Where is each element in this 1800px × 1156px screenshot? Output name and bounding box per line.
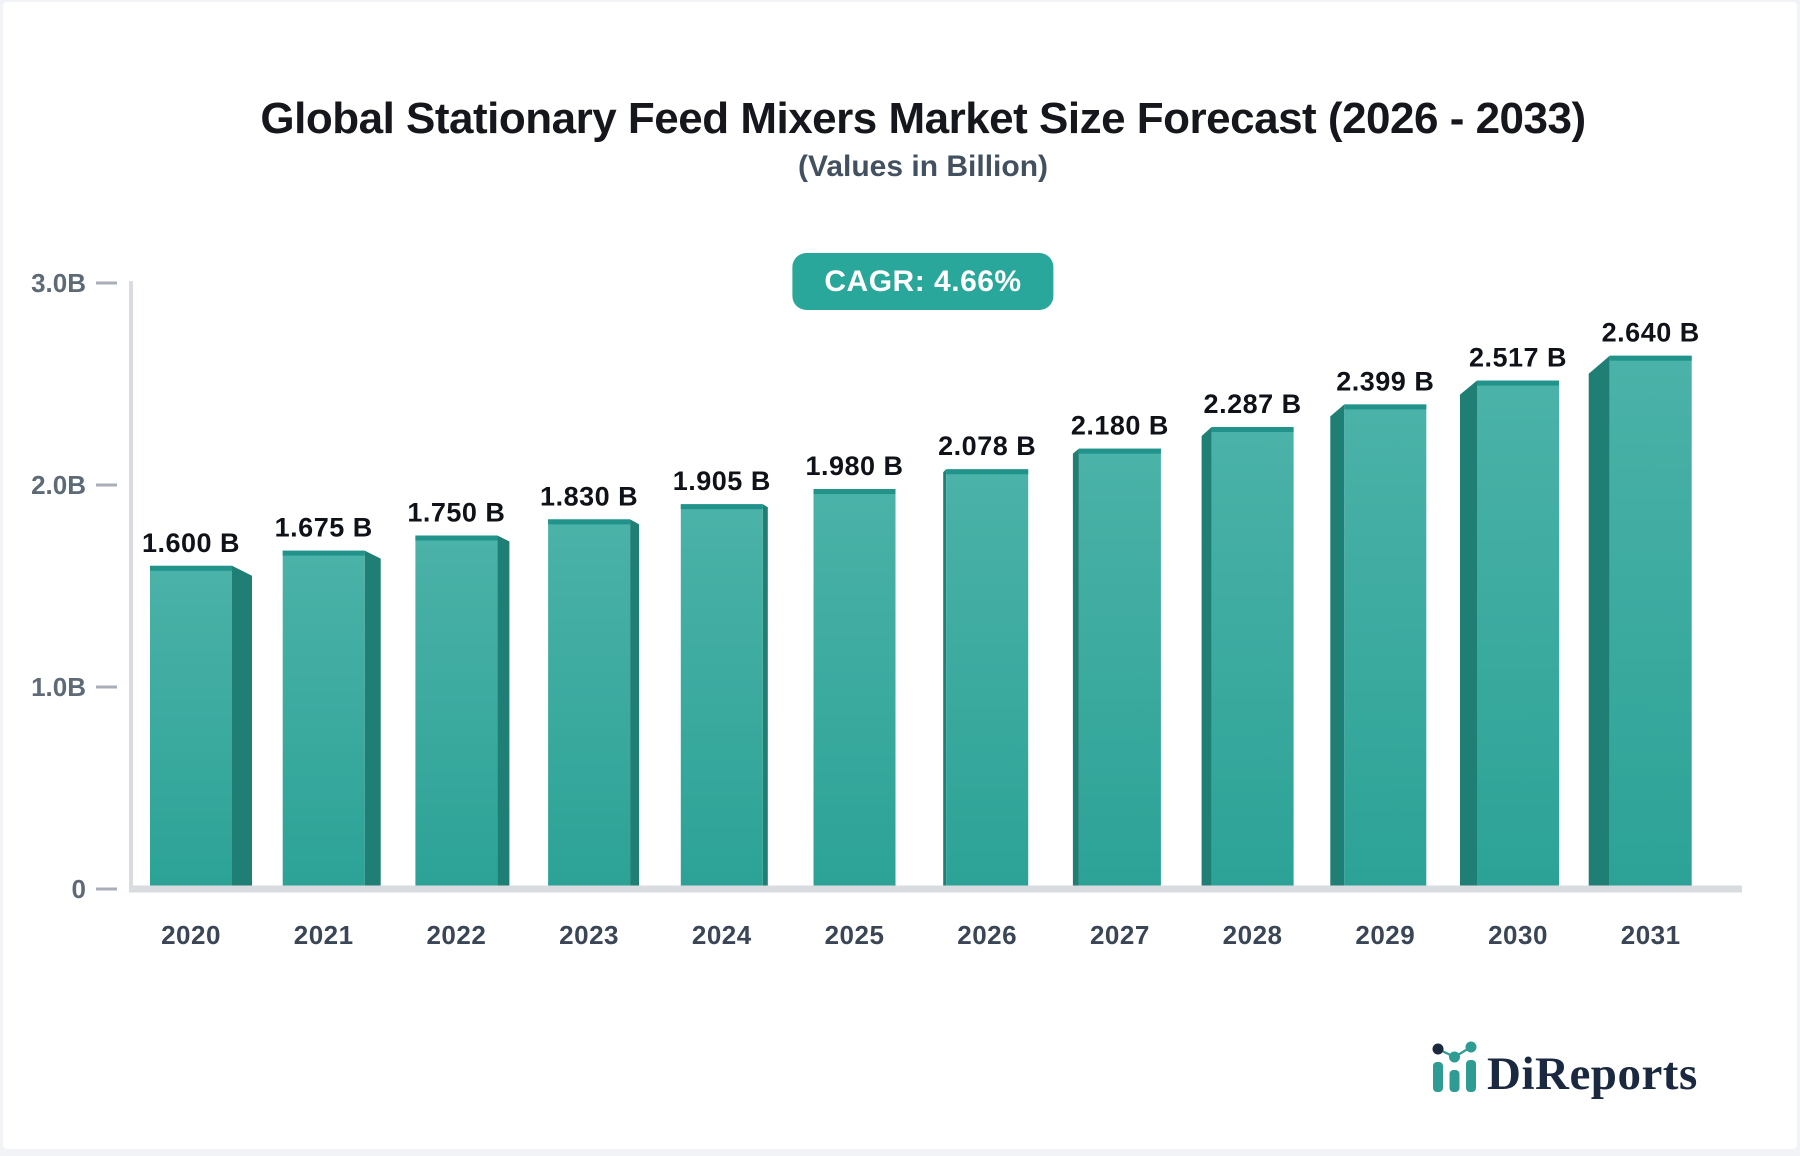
y-tick-label: 1.0B [31, 672, 86, 702]
bar-face [1477, 380, 1559, 889]
bar-2021: 1.675 B 2021 [275, 513, 381, 950]
x-axis-label: 2020 [161, 920, 221, 950]
bar-2020: 1.600 B 2020 [142, 528, 252, 950]
bar-face [1078, 448, 1161, 889]
bar-2023: 1.830 B 2023 [540, 481, 640, 950]
bar-2022: 1.750 B 2022 [407, 498, 510, 950]
y-tick-label: 3.0B [31, 268, 86, 298]
value-label: 2.517 B [1469, 343, 1567, 373]
bar-2026: 2.078 B 2026 [938, 431, 1036, 950]
bar-side-face [1588, 355, 1610, 890]
axes: 0 1.0B 2.0B 3.0B [31, 268, 1742, 904]
bar-side-face [1330, 404, 1345, 889]
bar-side-face [630, 519, 640, 889]
bar-face [946, 469, 1029, 889]
bar-2028: 2.287 B 2028 [1201, 389, 1302, 950]
bar-side-face [1460, 380, 1477, 889]
bar-2029: 2.399 B 2029 [1330, 366, 1434, 950]
brand-logo: DiReports [1432, 1040, 1698, 1098]
bar-side-face [364, 550, 381, 889]
bar-side-face [943, 469, 947, 889]
bar-face [150, 565, 232, 889]
bar-face [813, 489, 896, 889]
bar-top-edge [680, 504, 763, 510]
x-axis-label: 2027 [1090, 920, 1150, 950]
brand-name: DiReports [1487, 1048, 1698, 1100]
bar-top-edge [813, 489, 896, 495]
x-axis-label: 2028 [1223, 920, 1283, 950]
bar-face [1609, 355, 1692, 890]
y-tick-label: 0 [72, 874, 86, 904]
bar-2027: 2.180 B 2027 [1071, 411, 1169, 950]
logo-bar [1433, 1062, 1443, 1092]
bar-face [548, 519, 631, 889]
bar-top-edge [1078, 448, 1161, 454]
bar-side-face [1072, 448, 1079, 889]
bar-2025: 1.980 B 2025 [805, 451, 903, 950]
bar-top-edge [1609, 355, 1692, 361]
value-label: 2.640 B [1602, 318, 1700, 348]
logo-bar [1449, 1070, 1460, 1092]
bars: 1.600 B 2020 1.675 B 2021 1.750 B 2022 1.830 B… [142, 318, 1700, 950]
x-axis-label: 2029 [1355, 920, 1415, 950]
value-label: 1.675 B [275, 513, 373, 543]
x-axis-label: 2026 [957, 920, 1017, 950]
bar-face [1211, 427, 1294, 889]
chart-subtitle: (Values in Billion) [797, 150, 1049, 183]
bar-2030: 2.517 B 2030 [1460, 343, 1567, 950]
x-axis-label: 2022 [426, 920, 486, 950]
bar-top-edge [1344, 404, 1427, 410]
bar-top-edge [548, 519, 631, 525]
value-label: 2.287 B [1204, 389, 1302, 419]
chart-title: Global Stationary Feed Mixers Market Siz… [260, 94, 1586, 143]
value-label: 1.830 B [540, 481, 638, 511]
y-tick-label: 2.0B [31, 470, 86, 500]
cagr-badge: CAGR: 4.66% [792, 253, 1054, 310]
bar-2024: 1.905 B 2024 [673, 466, 771, 950]
logo-dot [1449, 1051, 1460, 1063]
bar-top-edge [1477, 380, 1559, 386]
bar-top-edge [1211, 427, 1294, 433]
bar-side-face [232, 565, 252, 889]
x-axis-label: 2024 [692, 920, 752, 950]
x-axis-label: 2031 [1621, 920, 1681, 950]
logo-dot [1465, 1041, 1477, 1053]
bar-top-edge [282, 550, 365, 556]
bar-face [415, 535, 498, 889]
value-label: 1.600 B [142, 528, 240, 558]
value-label: 2.180 B [1071, 411, 1169, 441]
brand-logo-icon [1432, 1041, 1477, 1092]
value-label: 2.078 B [938, 431, 1036, 461]
value-label: 2.399 B [1336, 366, 1434, 396]
value-label: 1.980 B [805, 451, 903, 481]
bar-face [680, 504, 763, 889]
bar-face [1344, 404, 1427, 889]
bar-side-face [1201, 427, 1212, 889]
bar-face [282, 550, 365, 889]
logo-dot [1432, 1043, 1444, 1055]
x-axis-label: 2030 [1488, 920, 1548, 950]
x-axis-label: 2023 [559, 920, 619, 950]
bar-2031: 2.640 B 2031 [1588, 318, 1700, 950]
bar-top-edge [415, 535, 498, 541]
bar-side-face [762, 504, 768, 889]
logo-bar [1466, 1060, 1476, 1092]
x-axis-label: 2025 [825, 920, 885, 950]
x-axis-label: 2021 [294, 920, 354, 950]
value-label: 1.750 B [407, 498, 505, 528]
bar-side-face [497, 535, 510, 889]
bar-top-edge [150, 565, 232, 571]
value-label: 1.905 B [673, 466, 771, 496]
bar-top-edge [946, 469, 1029, 475]
